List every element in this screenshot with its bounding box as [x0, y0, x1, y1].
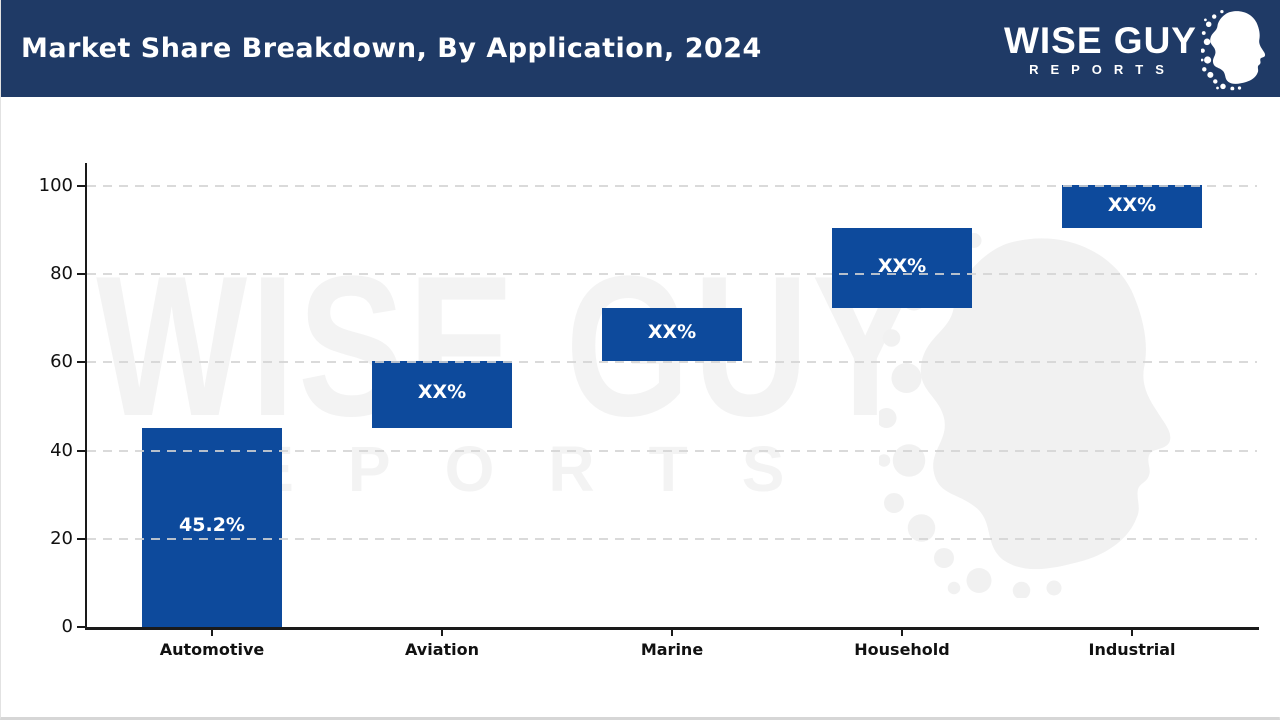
bar-industrial [1062, 185, 1202, 229]
bar-aviation [372, 360, 512, 428]
bar-value-label: XX% [1107, 193, 1157, 216]
y-tick-label: 100 [38, 175, 73, 196]
y-tick-mark [77, 449, 86, 452]
x-axis-label: Marine [640, 640, 704, 659]
y-tick-mark [77, 361, 86, 364]
x-tick-mark [211, 629, 213, 636]
y-tick-label: 40 [50, 439, 73, 461]
x-tick-mark [1131, 629, 1133, 636]
y-axis [85, 163, 87, 630]
y-tick-label: 20 [50, 527, 73, 549]
page-title: Market Share Breakdown, By Application, … [21, 33, 762, 64]
bar-value-label: XX% [647, 321, 697, 344]
logo-line1: WISE GUY [1003, 19, 1197, 61]
x-axis-label: Automotive [159, 640, 265, 659]
y-tick-label: 80 [50, 263, 73, 285]
y-tick-label: 0 [61, 616, 73, 637]
bar-household [832, 228, 972, 308]
x-axis-label: Household [854, 640, 950, 659]
gridline [87, 185, 1257, 187]
y-tick-mark [77, 537, 86, 540]
chart-canvas: WISE GUY REPORTS 0 20 40 60 80 100 45.2% Automo… [1, 97, 1280, 717]
x-tick-mark [441, 629, 443, 636]
gridline [87, 361, 1257, 364]
logo-line2: REPORTS [1029, 61, 1176, 77]
plot-area: 0 20 40 60 80 100 45.2% Automotive XX% Aviation XX… [1, 97, 1280, 717]
x-axis-label: Aviation [404, 640, 480, 659]
y-tick-mark [77, 273, 86, 276]
logo-text: WISE GUY REPORTS [1004, 22, 1197, 76]
x-tick-mark [671, 629, 673, 636]
gridline [87, 449, 1257, 452]
wiseguy-head-icon [1201, 7, 1267, 91]
bar-marine [602, 307, 742, 361]
bar-automotive [142, 427, 282, 627]
x-axis [85, 627, 1259, 630]
y-tick-label: 60 [50, 351, 73, 373]
gridline [87, 273, 1257, 276]
bar-value-label: 45.2% [179, 514, 245, 537]
x-tick-mark [901, 629, 903, 636]
bar-value-label: XX% [417, 381, 467, 404]
x-axis-label: Industrial [1088, 640, 1176, 659]
y-tick-mark [77, 626, 86, 628]
gridline [87, 537, 1257, 540]
y-tick-mark [77, 185, 86, 187]
bar-value-label: XX% [877, 255, 927, 278]
header-bar: Market Share Breakdown, By Application, … [1, 0, 1280, 97]
wiseguy-logo: WISE GUY REPORTS [1004, 7, 1267, 91]
